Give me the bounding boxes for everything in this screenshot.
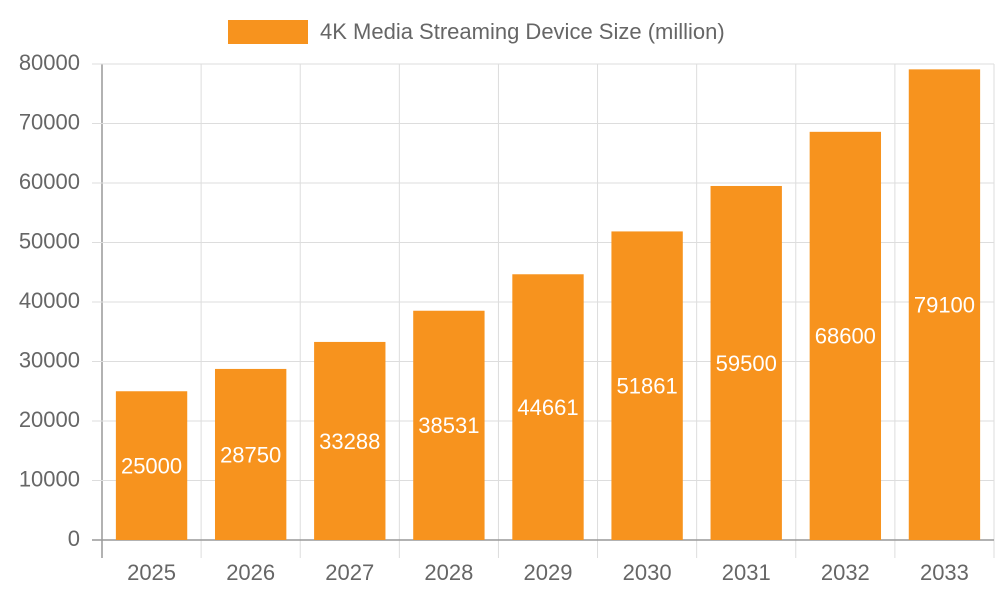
data-label: 44661 <box>517 395 578 420</box>
x-tick-label: 2025 <box>127 560 176 585</box>
data-label: 59500 <box>716 351 777 376</box>
x-tick-label: 2028 <box>424 560 473 585</box>
bar <box>115 391 188 540</box>
legend-label: 4K Media Streaming Device Size (million) <box>320 19 725 44</box>
bar <box>710 185 782 540</box>
legend-swatch <box>228 20 308 44</box>
data-label: 38531 <box>418 413 479 438</box>
data-label: 68600 <box>815 324 876 349</box>
bar <box>908 69 981 540</box>
y-tick-label: 70000 <box>19 109 80 134</box>
y-tick-label: 30000 <box>19 347 80 372</box>
data-label: 25000 <box>121 453 182 478</box>
y-tick-label: 50000 <box>19 228 80 253</box>
x-tick-label: 2027 <box>325 560 374 585</box>
x-tick-label: 2031 <box>722 560 771 585</box>
bar <box>611 231 683 540</box>
y-tick-label: 20000 <box>19 407 80 432</box>
y-tick-label: 10000 <box>19 466 80 491</box>
data-label: 51861 <box>617 374 678 399</box>
data-label: 28750 <box>220 442 281 467</box>
x-tick-label: 2029 <box>524 560 573 585</box>
bar <box>413 310 485 540</box>
bar <box>512 274 584 540</box>
bar <box>809 131 882 540</box>
y-tick-label: 40000 <box>19 288 80 313</box>
data-label: 79100 <box>914 292 975 317</box>
y-tick-label: 80000 <box>19 50 80 75</box>
bar <box>314 341 386 540</box>
x-tick-label: 2026 <box>226 560 275 585</box>
x-tick-label: 2030 <box>623 560 672 585</box>
x-tick-label: 2032 <box>821 560 870 585</box>
bar <box>214 368 287 540</box>
data-label: 33288 <box>319 429 380 454</box>
y-tick-label: 60000 <box>19 169 80 194</box>
x-tick-label: 2033 <box>920 560 969 585</box>
y-tick-label: 0 <box>68 526 80 551</box>
